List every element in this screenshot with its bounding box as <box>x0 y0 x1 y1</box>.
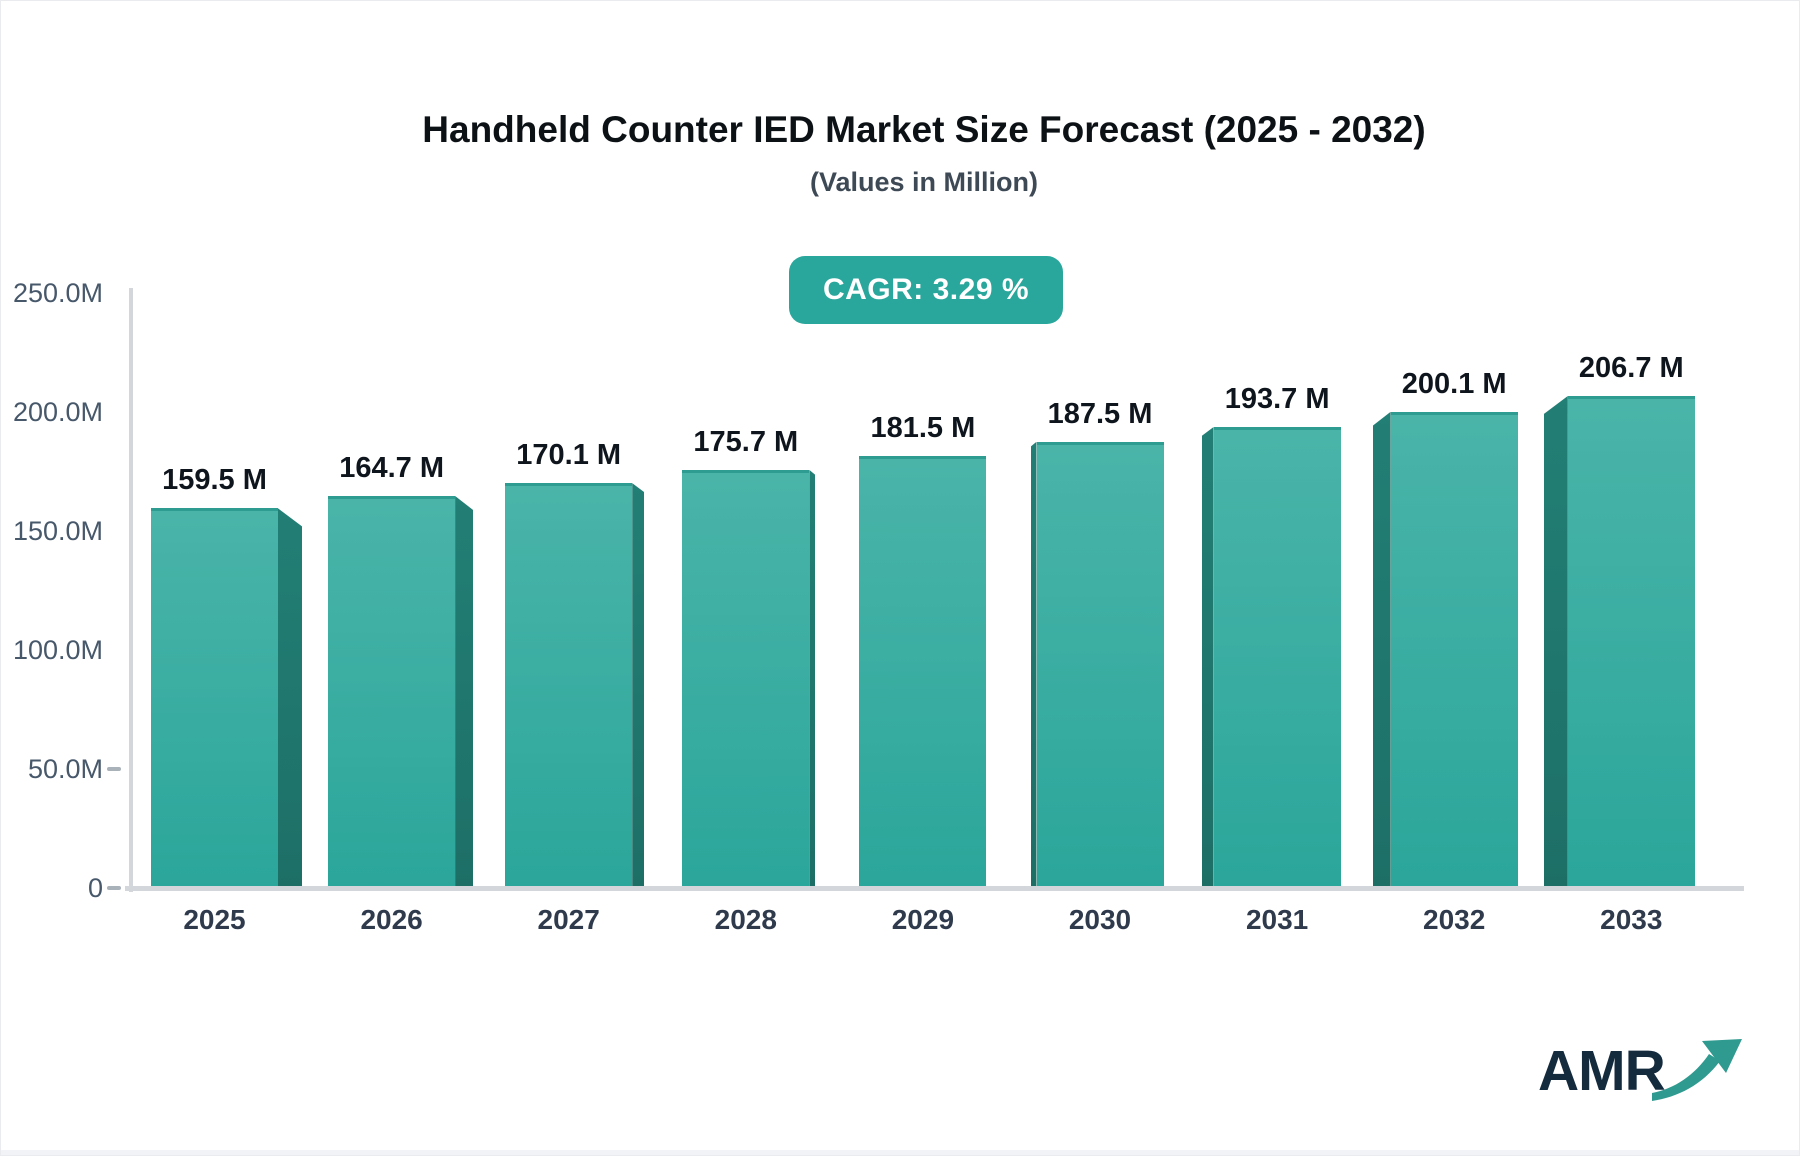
bar[interactable] <box>682 469 810 888</box>
growth-arrow-head <box>1702 1039 1742 1073</box>
bar-value-label: 193.7 M <box>1224 382 1330 415</box>
bar-side <box>278 508 302 888</box>
x-axis-line <box>125 886 1744 891</box>
y-tick-label: 200.0M <box>12 397 103 427</box>
y-tick-label: 150.0M <box>12 516 103 546</box>
x-tick-label: 2026 <box>360 904 423 935</box>
bar-side <box>809 469 816 888</box>
x-tick-label: 2028 <box>714 904 777 935</box>
x-tick-label: 2025 <box>183 904 246 935</box>
bar[interactable] <box>151 508 278 888</box>
x-tick-label: 2027 <box>537 904 600 935</box>
y-tick-label: 100.0M <box>12 635 103 665</box>
bar-value-label: 170.1 M <box>516 439 622 472</box>
bar[interactable] <box>1567 396 1695 888</box>
bar-side <box>1030 441 1037 888</box>
page-subtitle: (Values in Million) <box>809 167 1039 197</box>
amr-logo: AMR <box>1538 1039 1798 1111</box>
x-tick-label: 2033 <box>1600 904 1663 935</box>
bar[interactable] <box>1213 426 1341 888</box>
bar[interactable] <box>505 483 633 888</box>
bar[interactable] <box>859 456 987 888</box>
y-tick-label: 50.0M <box>27 754 103 784</box>
bar[interactable] <box>1390 411 1518 888</box>
bar-side <box>632 483 645 888</box>
bar-value-label: 164.7 M <box>339 452 444 484</box>
x-tick-label: 2031 <box>1245 904 1309 935</box>
growth-arrow-icon <box>1652 1039 1742 1101</box>
bar-value-label: 175.7 M <box>693 425 799 458</box>
cagr-badge: CAGR: 3.29 % <box>789 256 1063 324</box>
bar-value-label: 159.5 M <box>162 464 267 497</box>
bar-value-label: 181.5 M <box>870 412 976 445</box>
x-tick-label: 2029 <box>891 904 955 935</box>
bar[interactable] <box>328 496 456 888</box>
bar-value-label: 206.7 M <box>1578 352 1684 385</box>
bar-value-label: 200.1 M <box>1401 367 1507 400</box>
amr-logo-text: AMR <box>1538 1039 1666 1103</box>
growth-arrow-swoosh <box>1652 1054 1720 1101</box>
bar-side <box>455 496 474 888</box>
bar-side <box>1201 426 1214 888</box>
y-tick-dash <box>107 767 121 771</box>
bar-side <box>1543 396 1568 888</box>
y-tick-label: 250.0M <box>12 278 103 308</box>
bar-value-label: 187.5 M <box>1047 397 1153 430</box>
page-title: Handheld Counter IED Market Size Forecas… <box>422 109 1426 150</box>
bar-side <box>1372 411 1391 888</box>
y-axis-line <box>129 288 133 892</box>
bar[interactable] <box>1036 441 1164 888</box>
y-tick-dash <box>107 886 121 890</box>
window-bottom-edge <box>1 1150 1799 1155</box>
y-tick-label: 0 <box>87 873 103 903</box>
x-tick-label: 2032 <box>1423 904 1486 935</box>
x-tick-label: 2030 <box>1068 904 1132 935</box>
